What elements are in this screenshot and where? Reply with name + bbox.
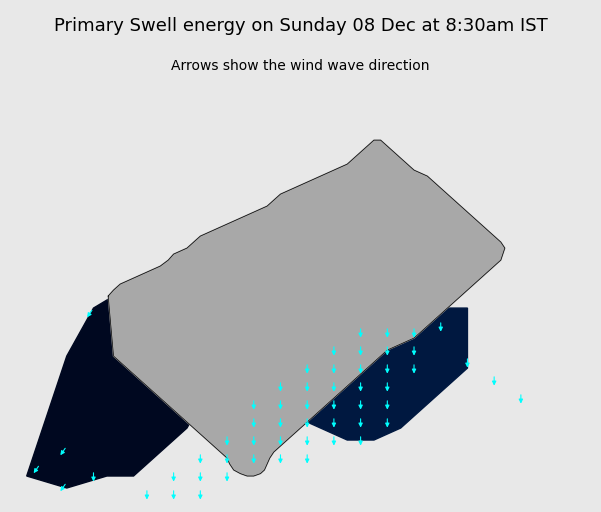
Polygon shape <box>26 284 240 488</box>
Text: Arrows show the wind wave direction: Arrows show the wind wave direction <box>171 59 430 73</box>
Polygon shape <box>108 140 505 476</box>
Polygon shape <box>267 308 468 440</box>
Text: Primary Swell energy on Sunday 08 Dec at 8:30am IST: Primary Swell energy on Sunday 08 Dec at… <box>53 17 548 35</box>
